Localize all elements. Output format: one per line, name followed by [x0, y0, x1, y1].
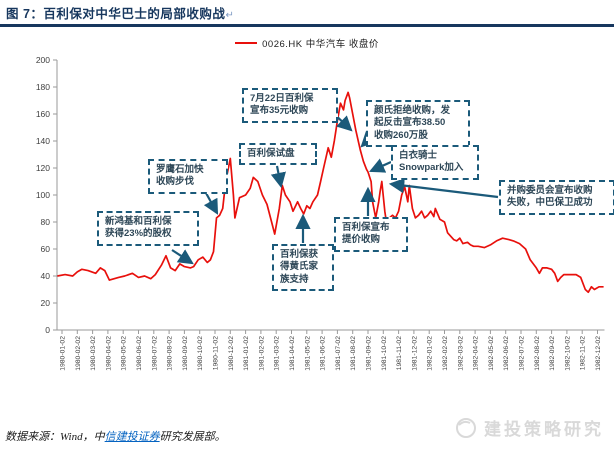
x-tick-label: 1982-01-02 — [427, 336, 434, 371]
y-tick-label: 180 — [36, 82, 50, 92]
annotation-box-wong-family: 百利保获 得黄氏家 族支持 — [272, 244, 334, 292]
figure-title-text: 图 7：百利保对中华巴士的局部收购战 — [6, 7, 226, 21]
x-tick-label: 1981-10-02 — [381, 336, 388, 371]
price-line — [57, 91, 604, 294]
x-tick-label: 1982-12-02 — [595, 336, 602, 371]
x-tick-label: 1981-09-02 — [366, 336, 373, 371]
x-tick-label: 1981-06-02 — [320, 336, 327, 371]
annotation-box-white-knight: 白衣骑士 Snowpark加入 — [391, 145, 479, 180]
x-tick-label: 1980-10-02 — [197, 336, 204, 371]
annotation-arrow — [368, 158, 392, 173]
y-tick-label: 200 — [36, 55, 50, 65]
y-tick-label: 160 — [36, 109, 50, 119]
x-tick-label: 1980-01-02 — [60, 336, 67, 371]
y-tick-label: 120 — [36, 163, 50, 173]
source-suffix: 研究发展部。 — [159, 431, 226, 443]
x-tick-label: 1980-07-02 — [151, 336, 158, 371]
legend-label: 0026.HK 中华汽车 收盘价 — [262, 39, 379, 50]
x-tick-label: 1982-03-02 — [457, 336, 464, 371]
annotation-box-ngan-rejects: 颜氏拒绝收购，发 起反击宣布38.50 收购260万股 — [366, 100, 470, 148]
x-tick-label: 1982-02-02 — [442, 336, 449, 371]
x-tick-label: 1980-03-02 — [90, 336, 97, 371]
annotation-arrow — [171, 249, 194, 265]
y-tick-label: 140 — [36, 136, 50, 146]
x-tick-label: 1981-04-02 — [289, 336, 296, 371]
axes: 0 20 40 60 80 100 120 140 160 180 200 1980-01-02 198… — [36, 55, 605, 371]
x-tick-label: 1980-05-02 — [121, 336, 128, 371]
x-tick-label: 1982-10-02 — [564, 336, 571, 371]
y-tick-label: 40 — [41, 271, 51, 281]
x-tick-label: 1980-04-02 — [105, 336, 112, 371]
x-tick-label: 1982-05-02 — [488, 336, 495, 371]
chart-legend: 0026.HK 中华汽车 收盘价 — [0, 36, 614, 50]
paragraph-mark: ↵ — [225, 10, 235, 21]
x-tick-label: 1982-08-02 — [534, 336, 541, 371]
title-underline — [0, 24, 614, 27]
x-tick-label: 1980-06-02 — [136, 336, 143, 371]
csc-logo-icon — [456, 417, 476, 438]
annotation-arrow — [388, 177, 499, 199]
y-tick-label: 20 — [41, 298, 51, 308]
x-tick-label: 1982-11-02 — [580, 336, 587, 370]
y-tick-label: 60 — [41, 244, 51, 254]
annotation-box-bid-failed: 并购委员会宣布收购 失败，中巴保卫成功 — [499, 180, 614, 215]
x-tick-label: 1980-09-02 — [182, 336, 189, 371]
annotation-box-trial-run: 百利保试盘 — [239, 143, 317, 166]
figure-title: 图 7：百利保对中华巴士的局部收购战↵ — [0, 0, 614, 24]
annotation-arrow — [270, 165, 286, 189]
watermark: 建投策略研究 — [454, 415, 604, 440]
annotation-box-shk-paliburg: 新鸿基和百利保 获得23%的股权 — [97, 211, 199, 246]
x-tick-label: 1980-08-02 — [167, 336, 174, 371]
annotation-arrow — [203, 192, 219, 215]
x-tick-label: 1981-02-02 — [258, 336, 265, 371]
source-link[interactable]: 信建投证券 — [104, 431, 160, 443]
annotation-box-raised-offer: 百利保宣布 提价收购 — [334, 217, 408, 252]
y-tick-label: 100 — [36, 190, 50, 200]
data-source-note: 数据来源：Wind，中信建投证券研究发展部。 — [5, 428, 226, 444]
x-tick-label: 1981-01-02 — [243, 336, 250, 371]
figure-header: 图 7：百利保对中华巴士的局部收购战↵ — [0, 0, 614, 27]
x-tick-label: 1981-08-02 — [350, 336, 357, 371]
x-tick-label: 1980-02-02 — [75, 336, 82, 371]
x-tick-label: 1981-11-02 — [396, 336, 403, 370]
x-tick-label: 1982-06-02 — [503, 336, 510, 371]
x-tick-label: 1980-12-02 — [228, 336, 235, 371]
source-prefix: 数据来源：Wind，中 — [5, 431, 105, 443]
y-tick-label: 0 — [45, 325, 50, 335]
watermark-text: 建投策略研究 — [484, 420, 604, 439]
x-tick-label: 1981-07-02 — [335, 336, 342, 371]
x-tick-label: 1981-05-02 — [304, 336, 311, 371]
y-tick-label: 80 — [41, 217, 51, 227]
x-tick-label: 1982-09-02 — [549, 336, 556, 371]
annotation-box-lo-yingshek: 罗鹰石加快 收购步伐 — [148, 159, 228, 194]
legend-line-swatch — [235, 42, 258, 44]
price-line-series — [57, 91, 604, 294]
x-tick-label: 1982-07-02 — [519, 336, 526, 371]
annotation-box-july22-offer: 7月22日百利保 宣布35元收购 — [242, 88, 338, 123]
x-tick-label: 1981-12-02 — [411, 336, 418, 371]
x-tick-label: 1981-03-02 — [274, 336, 281, 371]
x-tick-label: 1982-04-02 — [473, 336, 480, 371]
x-tick-label: 1980-11-02 — [213, 336, 220, 370]
